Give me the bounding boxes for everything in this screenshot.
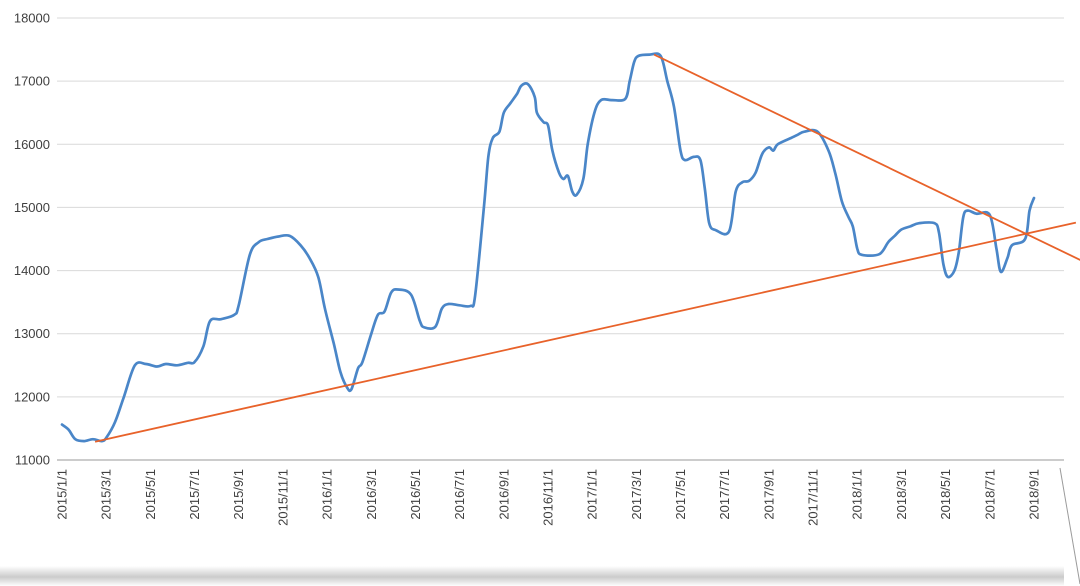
x-tick-label: 2018/7/1 xyxy=(982,469,997,520)
x-tick-label: 2018/3/1 xyxy=(894,469,909,520)
y-tick-label: 12000 xyxy=(14,389,50,404)
x-tick-label: 2017/7/1 xyxy=(717,469,732,520)
x-tick-label: 2018/1/1 xyxy=(850,469,865,520)
x-tick-label: 2016/3/1 xyxy=(364,469,379,520)
y-tick-label: 16000 xyxy=(14,137,50,152)
support-trendline xyxy=(94,221,1077,443)
x-tick-label: 2018/9/1 xyxy=(1027,469,1042,520)
x-tick-label: 2018/5/1 xyxy=(938,469,953,520)
x-tick-label: 2016/1/1 xyxy=(320,469,335,520)
y-tick-label: 13000 xyxy=(14,326,50,341)
y-tick-label: 18000 xyxy=(14,11,50,26)
x-tick-label: 2015/7/1 xyxy=(187,469,202,520)
price-line xyxy=(60,52,1036,443)
page-curl-line xyxy=(1059,467,1080,585)
x-tick-label: 2016/9/1 xyxy=(496,469,511,520)
x-tick-label: 2017/3/1 xyxy=(629,469,644,520)
x-tick-label: 2015/3/1 xyxy=(99,469,114,520)
x-tick-label: 2015/1/1 xyxy=(55,469,70,520)
y-tick-label: 14000 xyxy=(14,263,50,278)
x-tick-label: 2016/11/1 xyxy=(541,469,556,526)
x-tick-label: 2017/11/1 xyxy=(806,469,821,526)
x-tick-label: 2017/1/1 xyxy=(585,469,600,520)
x-tick-label: 2015/9/1 xyxy=(231,469,246,520)
resistance-trendline xyxy=(653,53,1080,261)
x-tick-label: 2017/9/1 xyxy=(761,469,776,520)
x-tick-label: 2016/7/1 xyxy=(452,469,467,520)
x-tick-label: 2016/5/1 xyxy=(408,469,423,520)
x-tick-label: 2017/5/1 xyxy=(673,469,688,520)
y-tick-label: 11000 xyxy=(15,453,50,468)
x-tick-label: 2015/11/1 xyxy=(275,469,290,526)
y-tick-label: 15000 xyxy=(14,200,50,215)
y-tick-label: 17000 xyxy=(14,74,50,89)
x-tick-label: 2015/5/1 xyxy=(143,469,158,520)
